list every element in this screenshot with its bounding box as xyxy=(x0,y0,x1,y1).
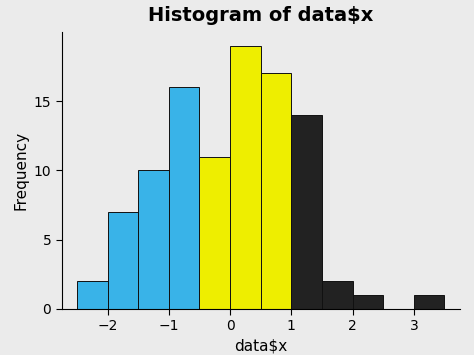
X-axis label: data$x: data$x xyxy=(234,339,287,354)
Bar xyxy=(169,87,200,309)
Bar xyxy=(414,295,445,309)
Bar xyxy=(77,281,108,309)
Bar xyxy=(261,73,292,309)
Bar xyxy=(230,46,261,309)
Bar xyxy=(292,115,322,309)
Bar xyxy=(138,170,169,309)
Bar xyxy=(353,295,383,309)
Y-axis label: Frequency: Frequency xyxy=(13,131,28,210)
Bar xyxy=(322,281,353,309)
Title: Histogram of data$x: Histogram of data$x xyxy=(148,6,374,25)
Bar xyxy=(200,157,230,309)
Bar xyxy=(108,212,138,309)
